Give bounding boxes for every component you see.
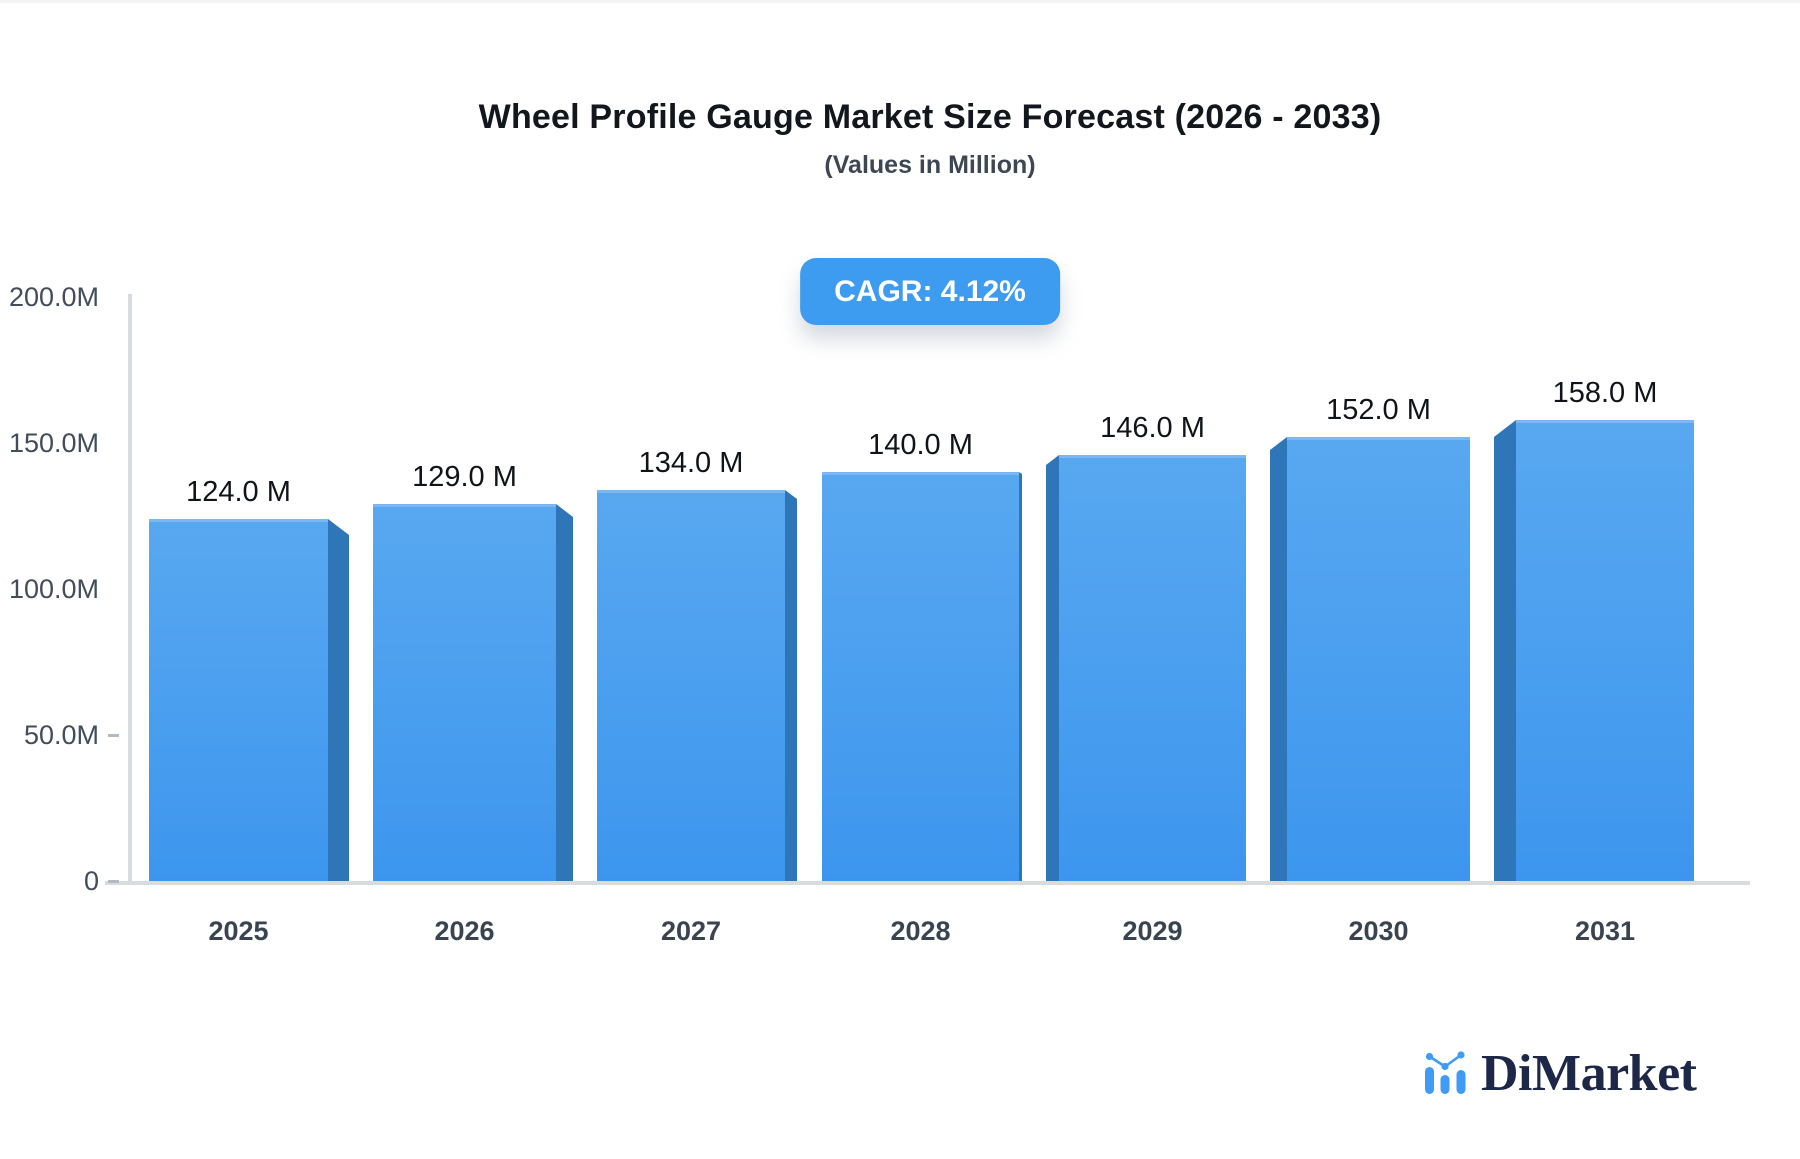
bar-face	[597, 490, 785, 881]
bar-face	[1287, 437, 1470, 881]
x-tick-label: 2027	[660, 916, 722, 946]
bar-value-label: 134.0 M	[638, 447, 744, 479]
y-tick-mark	[108, 734, 119, 737]
bar-2029	[1046, 455, 1246, 881]
bar-chart-logo-icon	[1425, 1051, 1466, 1094]
bar-side-face	[785, 490, 797, 881]
bar-side-face	[328, 519, 349, 881]
bar-side-face	[1019, 472, 1022, 881]
bar-value-label: 129.0 M	[412, 461, 517, 493]
y-tick-label: 0	[83, 866, 99, 896]
bar-value-label: 146.0 M	[1100, 412, 1205, 444]
bar-2030	[1270, 437, 1470, 881]
brand-name: DiMarket	[1481, 1044, 1697, 1102]
x-tick-label: 2030	[1348, 916, 1409, 946]
bar-2027	[597, 490, 797, 881]
bar-side-face	[1270, 437, 1287, 881]
bar-side-face	[556, 504, 573, 881]
y-tick-mark	[108, 880, 119, 883]
bar-face	[1516, 420, 1694, 881]
bar-side-face	[1046, 455, 1059, 881]
bar-face	[149, 519, 328, 881]
y-tick-label: 50.0M	[23, 720, 99, 750]
bar-2026	[373, 504, 573, 881]
bar-value-label: 152.0 M	[1326, 394, 1431, 426]
bar-value-label: 158.0 M	[1552, 377, 1658, 409]
x-tick-label: 2028	[890, 916, 951, 946]
bar-face	[1059, 455, 1246, 881]
y-axis-line	[128, 294, 132, 885]
brand-logo: DiMarket	[1424, 1044, 1697, 1102]
bar-face	[822, 472, 1019, 881]
cagr-badge: CAGR: 4.12%	[800, 258, 1060, 325]
x-tick-label: 2031	[1574, 916, 1636, 946]
x-tick-label: 2025	[208, 916, 269, 946]
x-tick-label: 2026	[434, 916, 495, 946]
x-axis-line	[105, 881, 1750, 885]
page-title: Wheel Profile Gauge Market Size Forecast…	[478, 98, 1382, 136]
bar-value-label: 140.0 M	[868, 429, 973, 461]
bar-face	[373, 504, 556, 881]
bar-2031	[1494, 420, 1694, 881]
bar-2028	[822, 472, 1022, 881]
y-tick-label: 200.0M	[8, 282, 99, 312]
y-tick-label: 150.0M	[8, 428, 99, 458]
x-tick-label: 2029	[1122, 916, 1183, 946]
bar-side-face	[1494, 420, 1516, 881]
chart-subtitle: (Values in Million)	[824, 151, 1036, 179]
y-tick-label: 100.0M	[8, 574, 99, 604]
bar-2025	[149, 519, 349, 881]
bar-value-label: 124.0 M	[186, 476, 291, 508]
